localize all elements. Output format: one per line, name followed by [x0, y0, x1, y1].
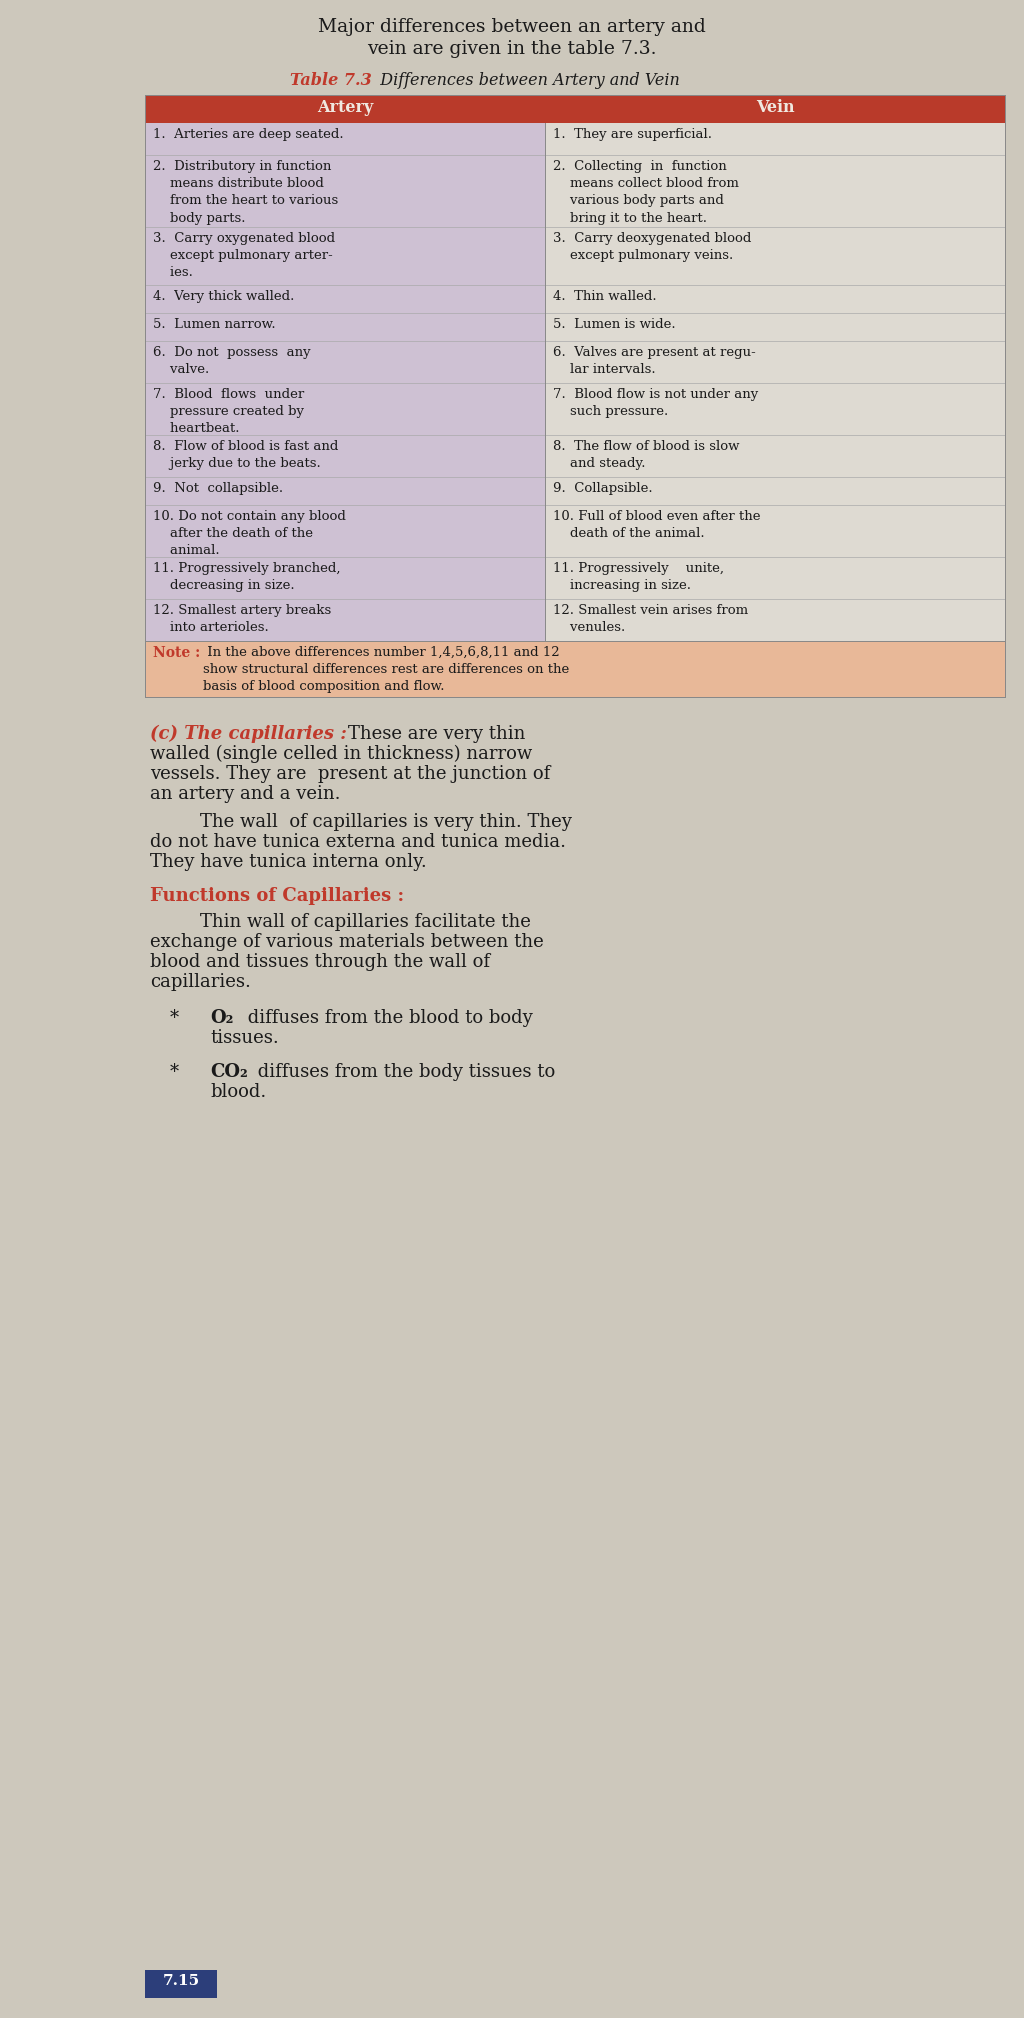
Text: Differences between Artery and Vein: Differences between Artery and Vein — [370, 73, 680, 89]
Text: These are very thin: These are very thin — [348, 724, 525, 743]
Text: 11. Progressively    unite,
    increasing in size.: 11. Progressively unite, increasing in s… — [553, 561, 724, 591]
Text: In the above differences number 1,4,5,6,8,11 and 12
show structural differences : In the above differences number 1,4,5,6,… — [203, 646, 569, 694]
Text: 12. Smallest artery breaks
    into arterioles.: 12. Smallest artery breaks into arteriol… — [153, 603, 331, 634]
FancyBboxPatch shape — [145, 642, 1005, 696]
Text: 1.  Arteries are deep seated.: 1. Arteries are deep seated. — [153, 127, 344, 141]
Text: Functions of Capillaries :: Functions of Capillaries : — [150, 888, 404, 904]
Text: Vein: Vein — [756, 99, 795, 115]
Text: Table 7.3: Table 7.3 — [290, 73, 372, 89]
Text: *: * — [170, 1063, 179, 1082]
Text: an artery and a vein.: an artery and a vein. — [150, 785, 341, 803]
Text: Thin wall of capillaries facilitate the: Thin wall of capillaries facilitate the — [200, 912, 530, 930]
Text: CO₂: CO₂ — [210, 1063, 248, 1082]
Text: 6.  Do not  possess  any
    valve.: 6. Do not possess any valve. — [153, 345, 310, 375]
Text: They have tunica interna only.: They have tunica interna only. — [150, 854, 427, 872]
Text: Note :: Note : — [153, 646, 201, 660]
Text: Artery: Artery — [316, 99, 373, 115]
FancyBboxPatch shape — [145, 123, 545, 642]
Text: diffuses from the blood to body: diffuses from the blood to body — [242, 1009, 532, 1027]
Text: vein are given in the table 7.3.: vein are given in the table 7.3. — [368, 40, 656, 59]
Text: walled (single celled in thickness) narrow: walled (single celled in thickness) narr… — [150, 745, 532, 763]
Text: 6.  Valves are present at regu-
    lar intervals.: 6. Valves are present at regu- lar inter… — [553, 345, 756, 375]
Text: 12. Smallest vein arises from
    venules.: 12. Smallest vein arises from venules. — [553, 603, 749, 634]
Text: O₂: O₂ — [210, 1009, 233, 1027]
Text: blood.: blood. — [210, 1084, 266, 1102]
Text: 7.  Blood flow is not under any
    such pressure.: 7. Blood flow is not under any such pres… — [553, 387, 758, 418]
Text: 2.  Collecting  in  function
    means collect blood from
    various body parts: 2. Collecting in function means collect … — [553, 159, 739, 224]
Text: *: * — [170, 1009, 179, 1027]
Text: 5.  Lumen narrow.: 5. Lumen narrow. — [153, 319, 275, 331]
Text: 8.  The flow of blood is slow
    and steady.: 8. The flow of blood is slow and steady. — [553, 440, 739, 470]
Text: do not have tunica externa and tunica media.: do not have tunica externa and tunica me… — [150, 833, 566, 852]
Text: (c) The capillaries :: (c) The capillaries : — [150, 724, 347, 743]
FancyBboxPatch shape — [145, 95, 1005, 123]
Text: 10. Do not contain any blood
    after the death of the
    animal.: 10. Do not contain any blood after the d… — [153, 511, 346, 557]
Text: 9.  Not  collapsible.: 9. Not collapsible. — [153, 482, 283, 494]
Text: 8.  Flow of blood is fast and
    jerky due to the beats.: 8. Flow of blood is fast and jerky due t… — [153, 440, 338, 470]
Text: capillaries.: capillaries. — [150, 973, 251, 991]
Text: 11. Progressively branched,
    decreasing in size.: 11. Progressively branched, decreasing i… — [153, 561, 341, 591]
Text: diffuses from the body tissues to: diffuses from the body tissues to — [252, 1063, 555, 1082]
Text: 7.  Blood  flows  under
    pressure created by
    heartbeat.: 7. Blood flows under pressure created by… — [153, 387, 304, 436]
Text: The wall  of capillaries is very thin. They: The wall of capillaries is very thin. Th… — [200, 813, 571, 831]
Text: blood and tissues through the wall of: blood and tissues through the wall of — [150, 952, 490, 971]
Text: Major differences between an artery and: Major differences between an artery and — [318, 18, 706, 36]
Text: 3.  Carry oxygenated blood
    except pulmonary arter-
    ies.: 3. Carry oxygenated blood except pulmona… — [153, 232, 335, 278]
FancyBboxPatch shape — [145, 1970, 217, 1998]
Text: 2.  Distributory in function
    means distribute blood
    from the heart to va: 2. Distributory in function means distri… — [153, 159, 338, 224]
Text: 4.  Very thick walled.: 4. Very thick walled. — [153, 291, 294, 303]
Text: exchange of various materials between the: exchange of various materials between th… — [150, 932, 544, 950]
Text: 9.  Collapsible.: 9. Collapsible. — [553, 482, 652, 494]
FancyBboxPatch shape — [545, 123, 1005, 642]
Text: 1.  They are superficial.: 1. They are superficial. — [553, 127, 712, 141]
Text: 3.  Carry deoxygenated blood
    except pulmonary veins.: 3. Carry deoxygenated blood except pulmo… — [553, 232, 752, 262]
Text: 5.  Lumen is wide.: 5. Lumen is wide. — [553, 319, 676, 331]
Text: 7.15: 7.15 — [163, 1974, 200, 1988]
Text: 4.  Thin walled.: 4. Thin walled. — [553, 291, 656, 303]
Text: 10. Full of blood even after the
    death of the animal.: 10. Full of blood even after the death o… — [553, 511, 761, 541]
Text: tissues.: tissues. — [210, 1029, 279, 1047]
Text: vessels. They are  present at the junction of: vessels. They are present at the junctio… — [150, 765, 550, 783]
